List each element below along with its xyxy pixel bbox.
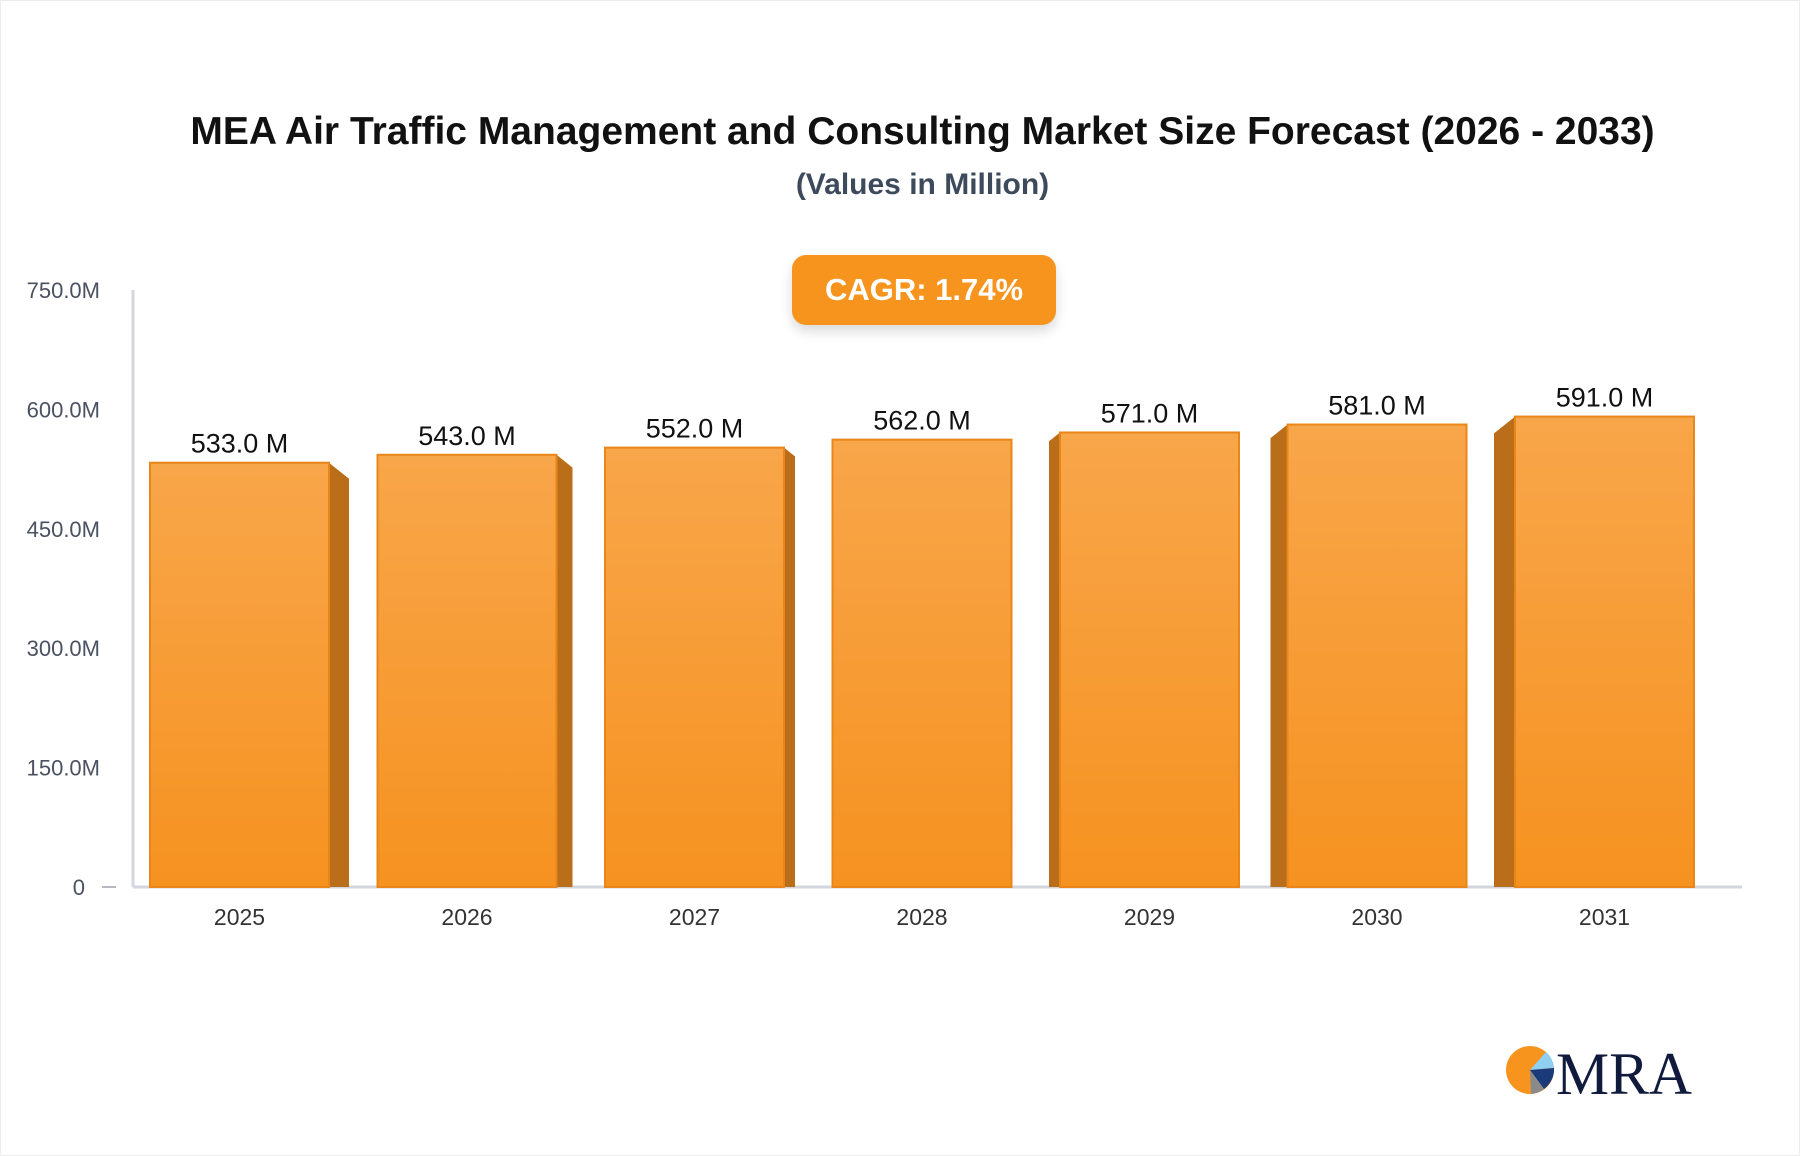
bar-side <box>1270 424 1288 887</box>
bar <box>376 453 558 888</box>
x-tick-label: 2028 <box>896 904 947 930</box>
svg-text:MRA: MRA <box>1556 1041 1692 1100</box>
x-tick-label: 2027 <box>669 904 720 930</box>
bar-group: 562.0 M 2028 <box>831 406 1013 930</box>
bar-group: 581.0 M 2030 <box>1270 391 1468 930</box>
x-tick-label: 2031 <box>1579 904 1630 930</box>
x-tick-label: 2025 <box>214 904 265 930</box>
data-label: 533.0 M <box>191 429 289 459</box>
x-tick-label: 2030 <box>1351 904 1402 930</box>
bar-group: 571.0 M 2029 <box>1049 398 1240 930</box>
y-tick-label: 0 <box>73 875 85 900</box>
y-tick-label: 600.0M <box>27 397 100 422</box>
cagr-badge: CAGR: 1.74% <box>792 255 1056 325</box>
data-label: 571.0 M <box>1101 398 1199 428</box>
x-tick-label: 2026 <box>441 904 492 930</box>
bar <box>831 438 1013 888</box>
data-label: 543.0 M <box>418 421 516 451</box>
bar <box>149 461 330 888</box>
bar-group: 543.0 M 2026 <box>376 421 573 930</box>
bar-side <box>1494 416 1515 887</box>
bar <box>1059 431 1240 888</box>
bar-side <box>784 447 795 887</box>
y-tick-label: 300.0M <box>27 636 100 661</box>
bar <box>1514 415 1695 888</box>
bar-side <box>556 454 573 887</box>
data-label: 591.0 M <box>1556 383 1654 413</box>
data-label: 552.0 M <box>646 414 744 444</box>
bar <box>1286 423 1468 888</box>
bar-group: 533.0 M 2025 <box>149 429 349 930</box>
y-tick-label: 450.0M <box>27 517 100 542</box>
y-tick-label: 750.0M <box>27 278 100 303</box>
x-tick-label: 2029 <box>1124 904 1175 930</box>
bar <box>604 446 785 888</box>
bar-side <box>329 462 349 887</box>
bar-group: 591.0 M 2031 <box>1494 383 1695 930</box>
bar-group: 552.0 M 2027 <box>604 414 795 930</box>
mra-logo: MRA <box>1506 1041 1692 1100</box>
y-tick-label: 150.0M <box>27 756 100 781</box>
data-label: 562.0 M <box>873 406 971 436</box>
bar-side <box>1049 432 1060 887</box>
chart-title: MEA Air Traffic Management and Consultin… <box>190 110 1655 153</box>
chart-subtitle: (Values in Million) <box>795 168 1050 201</box>
data-label: 581.0 M <box>1328 391 1426 421</box>
